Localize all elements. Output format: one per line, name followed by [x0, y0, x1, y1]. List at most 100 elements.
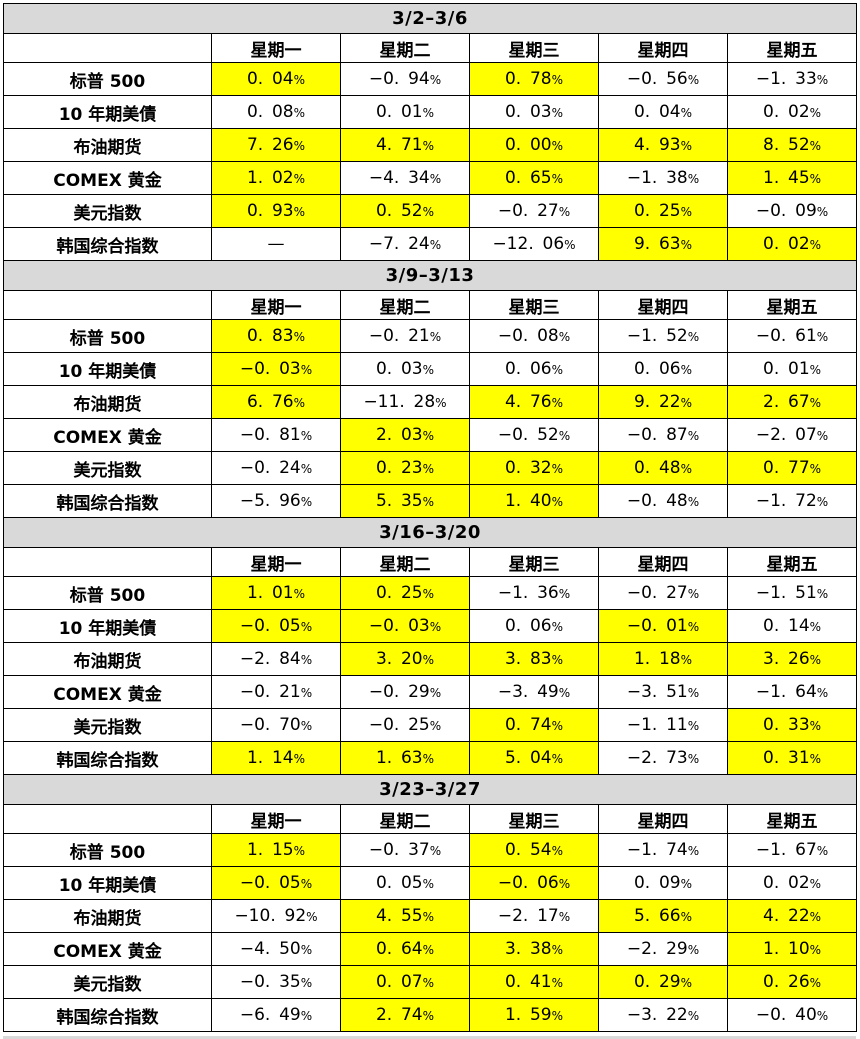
percent-sign: % — [680, 877, 693, 891]
percent-sign: % — [809, 752, 822, 766]
percent-sign: % — [293, 73, 306, 87]
value-cell: −0. 29% — [340, 675, 470, 709]
percent-sign: % — [293, 396, 306, 410]
asset-label: 标普 500 — [3, 576, 212, 610]
value-cell: 0. 02% — [726, 866, 858, 900]
day-header: 星期四 — [598, 33, 728, 63]
percent-sign: % — [687, 587, 700, 601]
percent-sign: % — [816, 495, 829, 509]
asset-row: COMEX 黄金 −0. 81% 2. 03% −0. 52% −0. 87% −2. 0… — [3, 418, 858, 452]
percent-sign: % — [816, 587, 829, 601]
percent-sign: % — [809, 877, 822, 891]
day-header: 星期一 — [211, 33, 341, 63]
percent-sign: % — [680, 653, 693, 667]
percent-sign: % — [422, 462, 435, 476]
asset-label: 美元指数 — [3, 708, 212, 742]
week-title-row: 3/16–3/20 — [2, 517, 858, 548]
value-cell: 2. 03% — [340, 418, 470, 452]
percent-sign: % — [300, 363, 313, 377]
percent-sign: % — [809, 976, 822, 990]
market-weekly-table: 3/2–3/6 星期一 星期二 星期三 星期四 星期五 标普 500 0. 04% −0. 94… — [2, 3, 858, 1032]
percent-sign: % — [809, 719, 822, 733]
day-header: 星期五 — [726, 804, 858, 834]
asset-row: 布油期货 −2. 84% 3. 20% 3. 83% 1. 18% 3. 26% — [3, 642, 858, 676]
asset-row: 标普 500 0. 83% −0. 21% −0. 08% −1. 52% −0. 61% — [3, 319, 858, 353]
day-header: 星期四 — [598, 290, 728, 320]
value-cell: 8. 52% — [726, 128, 858, 162]
percent-sign: % — [809, 396, 822, 410]
corner-cell — [3, 33, 212, 63]
day-header: 星期四 — [598, 547, 728, 577]
value-cell: 0. 83% — [211, 319, 341, 353]
value-cell: 0. 25% — [598, 194, 728, 228]
value-cell: −3. 49% — [469, 675, 599, 709]
value-cell: 0. 00% — [469, 128, 599, 162]
value-cell: 4. 93% — [598, 128, 728, 162]
value-cell: 1. 40% — [469, 484, 599, 518]
value-cell: 0. 93% — [211, 194, 341, 228]
percent-sign: % — [687, 172, 700, 186]
day-header: 星期二 — [340, 547, 470, 577]
asset-label: COMEX 黄金 — [3, 932, 212, 966]
percent-sign: % — [429, 73, 442, 87]
percent-sign: % — [551, 844, 564, 858]
value-cell: 9. 22% — [598, 385, 728, 419]
value-cell: −4. 34% — [340, 161, 470, 195]
day-header: 星期三 — [469, 290, 599, 320]
percent-sign: % — [809, 363, 822, 377]
value-cell: 0. 31% — [726, 741, 858, 775]
value-cell: 0. 26% — [726, 965, 858, 999]
value-cell: 0. 48% — [598, 451, 728, 485]
percent-sign: % — [422, 877, 435, 891]
percent-sign: % — [422, 910, 435, 924]
percent-sign: % — [680, 363, 693, 377]
percent-sign: % — [551, 943, 564, 957]
value-cell: −0. 08% — [469, 319, 599, 353]
value-cell: −5. 96% — [211, 484, 341, 518]
percent-sign: % — [293, 844, 306, 858]
percent-sign: % — [687, 752, 700, 766]
value-cell: 5. 04% — [469, 741, 599, 775]
percent-sign: % — [551, 106, 564, 120]
value-cell: −2. 07% — [726, 418, 858, 452]
asset-label: COMEX 黄金 — [3, 161, 212, 195]
value-cell: −0. 03% — [211, 352, 341, 386]
percent-sign: % — [422, 943, 435, 957]
value-cell: −3. 22% — [598, 998, 728, 1032]
day-header: 星期二 — [340, 290, 470, 320]
value-cell: −12. 06% — [469, 227, 599, 261]
value-cell: −1. 33% — [726, 62, 858, 96]
value-cell: 5. 35% — [340, 484, 470, 518]
value-cell: 0. 14% — [726, 609, 858, 643]
percent-sign: % — [422, 587, 435, 601]
value-cell: −0. 05% — [211, 866, 341, 900]
value-cell: −0. 06% — [469, 866, 599, 900]
percent-sign: % — [809, 238, 822, 252]
value-cell: 0. 02% — [726, 95, 858, 129]
asset-row: COMEX 黄金 −0. 21% −0. 29% −3. 49% −3. 51% −1. … — [3, 675, 858, 709]
percent-sign: % — [551, 172, 564, 186]
percent-sign: % — [680, 205, 693, 219]
value-cell: 0. 07% — [340, 965, 470, 999]
day-header: 星期三 — [469, 547, 599, 577]
percent-sign: % — [558, 587, 571, 601]
value-cell: −0. 61% — [726, 319, 858, 353]
percent-sign: % — [809, 172, 822, 186]
percent-sign: % — [293, 106, 306, 120]
asset-label: 布油期货 — [3, 128, 212, 162]
asset-row: 10 年期美債 −0. 05% 0. 05% −0. 06% 0. 09% 0. 02% — [3, 866, 858, 900]
value-cell: 4. 55% — [340, 899, 470, 933]
value-cell: 2. 74% — [340, 998, 470, 1032]
value-cell: 1. 45% — [726, 161, 858, 195]
percent-sign: % — [687, 844, 700, 858]
value-cell: −10. 92% — [211, 899, 341, 933]
percent-sign: % — [293, 587, 306, 601]
day-header: 星期二 — [340, 804, 470, 834]
value-cell: 0. 54% — [469, 833, 599, 867]
value-cell: 0. 09% — [598, 866, 728, 900]
value-cell: 0. 64% — [340, 932, 470, 966]
asset-label: 美元指数 — [3, 451, 212, 485]
value-cell: 0. 41% — [469, 965, 599, 999]
percent-sign: % — [429, 238, 442, 252]
asset-row: 标普 500 1. 01% 0. 25% −1. 36% −0. 27% −1. 51% — [3, 576, 858, 610]
